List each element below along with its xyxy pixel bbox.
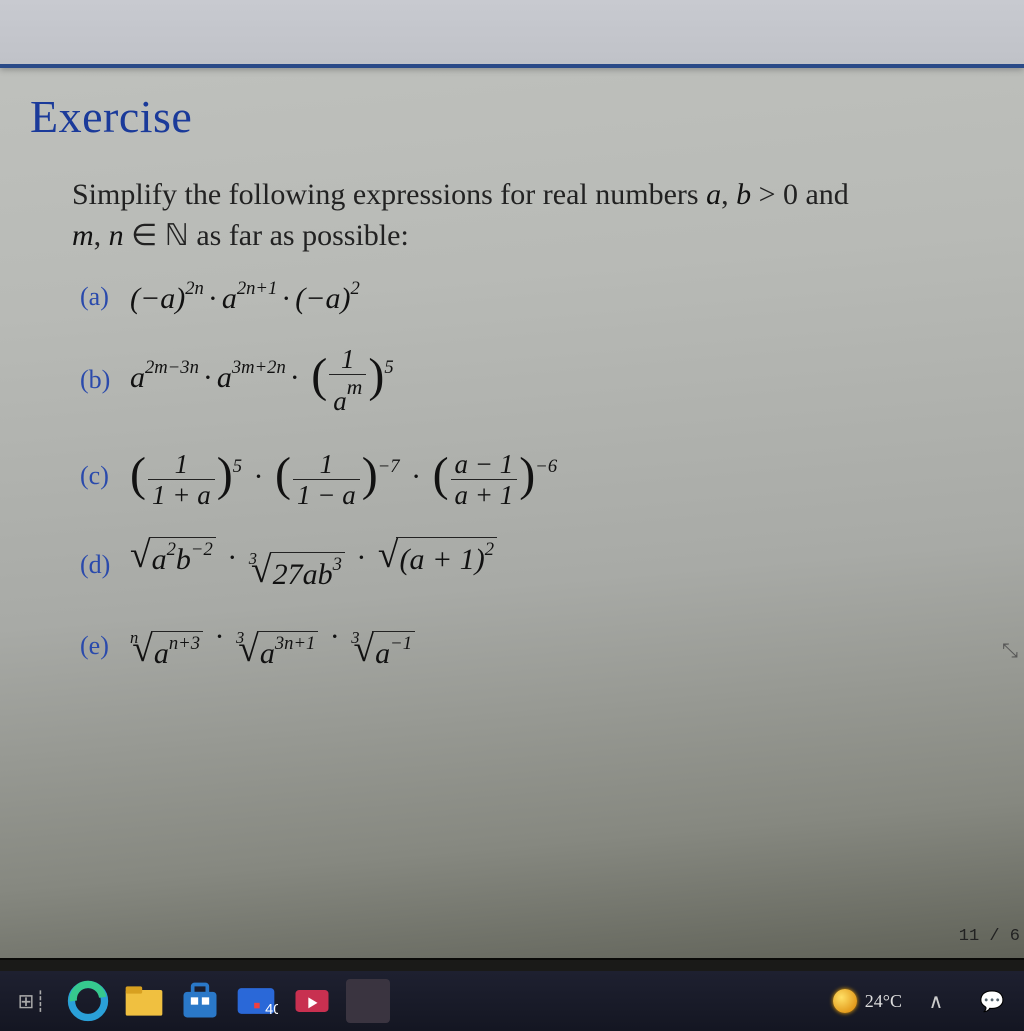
page-indicator: 11 / 6 bbox=[959, 927, 1020, 946]
slide-content: Exercise Simplify the following expressi… bbox=[30, 90, 994, 699]
item-expression: (11 + a)5 · (11 − a)−7 · (a − 1a + 1)−6 bbox=[130, 443, 557, 509]
item-a: (a) (−a)2n·a2n+1·(−a)2 bbox=[80, 278, 994, 316]
svg-text:40: 40 bbox=[265, 1002, 278, 1018]
media-player-icon[interactable] bbox=[290, 979, 334, 1023]
item-expression: (−a)2n·a2n+1·(−a)2 bbox=[130, 278, 360, 316]
exercise-prompt: Simplify the following expressions for r… bbox=[72, 175, 994, 256]
edge-browser-icon[interactable] bbox=[66, 979, 110, 1023]
item-label: (a) bbox=[80, 282, 116, 312]
taskbar-app-icon[interactable] bbox=[346, 979, 390, 1023]
item-b: (b) a2m−3n·a3m+2n· (1am)5 bbox=[80, 344, 994, 416]
microsoft-store-icon[interactable] bbox=[178, 979, 222, 1023]
temperature-value: 24°C bbox=[865, 991, 902, 1012]
notification-icon[interactable]: 💬 bbox=[970, 979, 1014, 1023]
task-view-icon[interactable]: ⊞┊ bbox=[10, 979, 54, 1023]
windows-taskbar[interactable]: ⊞┊ 40 24°C ∧ 💬 bbox=[0, 971, 1024, 1031]
mouse-cursor-icon: ⤡ bbox=[1002, 640, 1018, 663]
prompt-line-2: m, n ∈ ℕ as far as possible: bbox=[72, 219, 409, 252]
prompt-line-1: Simplify the following expressions for r… bbox=[72, 178, 849, 211]
item-label: (d) bbox=[80, 550, 116, 580]
weather-widget[interactable]: 24°C bbox=[833, 989, 902, 1013]
item-d: (d) √a2b−2 · 3√27ab3 · √(a + 1)2 bbox=[80, 537, 994, 592]
sun-icon bbox=[833, 989, 857, 1013]
item-c: (c) (11 + a)5 · (11 − a)−7 · (a − 1a + 1… bbox=[80, 443, 994, 509]
item-label: (b) bbox=[80, 365, 116, 395]
exercise-list: (a) (−a)2n·a2n+1·(−a)2 (b) a2m−3n·a3m+2n… bbox=[80, 278, 994, 671]
mail-icon[interactable]: 40 bbox=[234, 979, 278, 1023]
tray-chevron-icon[interactable]: ∧ bbox=[914, 979, 958, 1023]
window-toolbar bbox=[0, 0, 1024, 68]
item-label: (c) bbox=[80, 461, 116, 491]
item-e: (e) n√an+3 · 3√a3n+1 · 3√a−1 bbox=[80, 620, 994, 671]
file-explorer-icon[interactable] bbox=[122, 979, 166, 1023]
item-expression: √a2b−2 · 3√27ab3 · √(a + 1)2 bbox=[130, 537, 497, 592]
slide-title: Exercise bbox=[30, 90, 994, 143]
item-label: (e) bbox=[80, 631, 116, 661]
item-expression: a2m−3n·a3m+2n· (1am)5 bbox=[130, 344, 394, 416]
presentation-screen: Exercise Simplify the following expressi… bbox=[0, 0, 1024, 960]
item-expression: n√an+3 · 3√a3n+1 · 3√a−1 bbox=[130, 620, 415, 671]
